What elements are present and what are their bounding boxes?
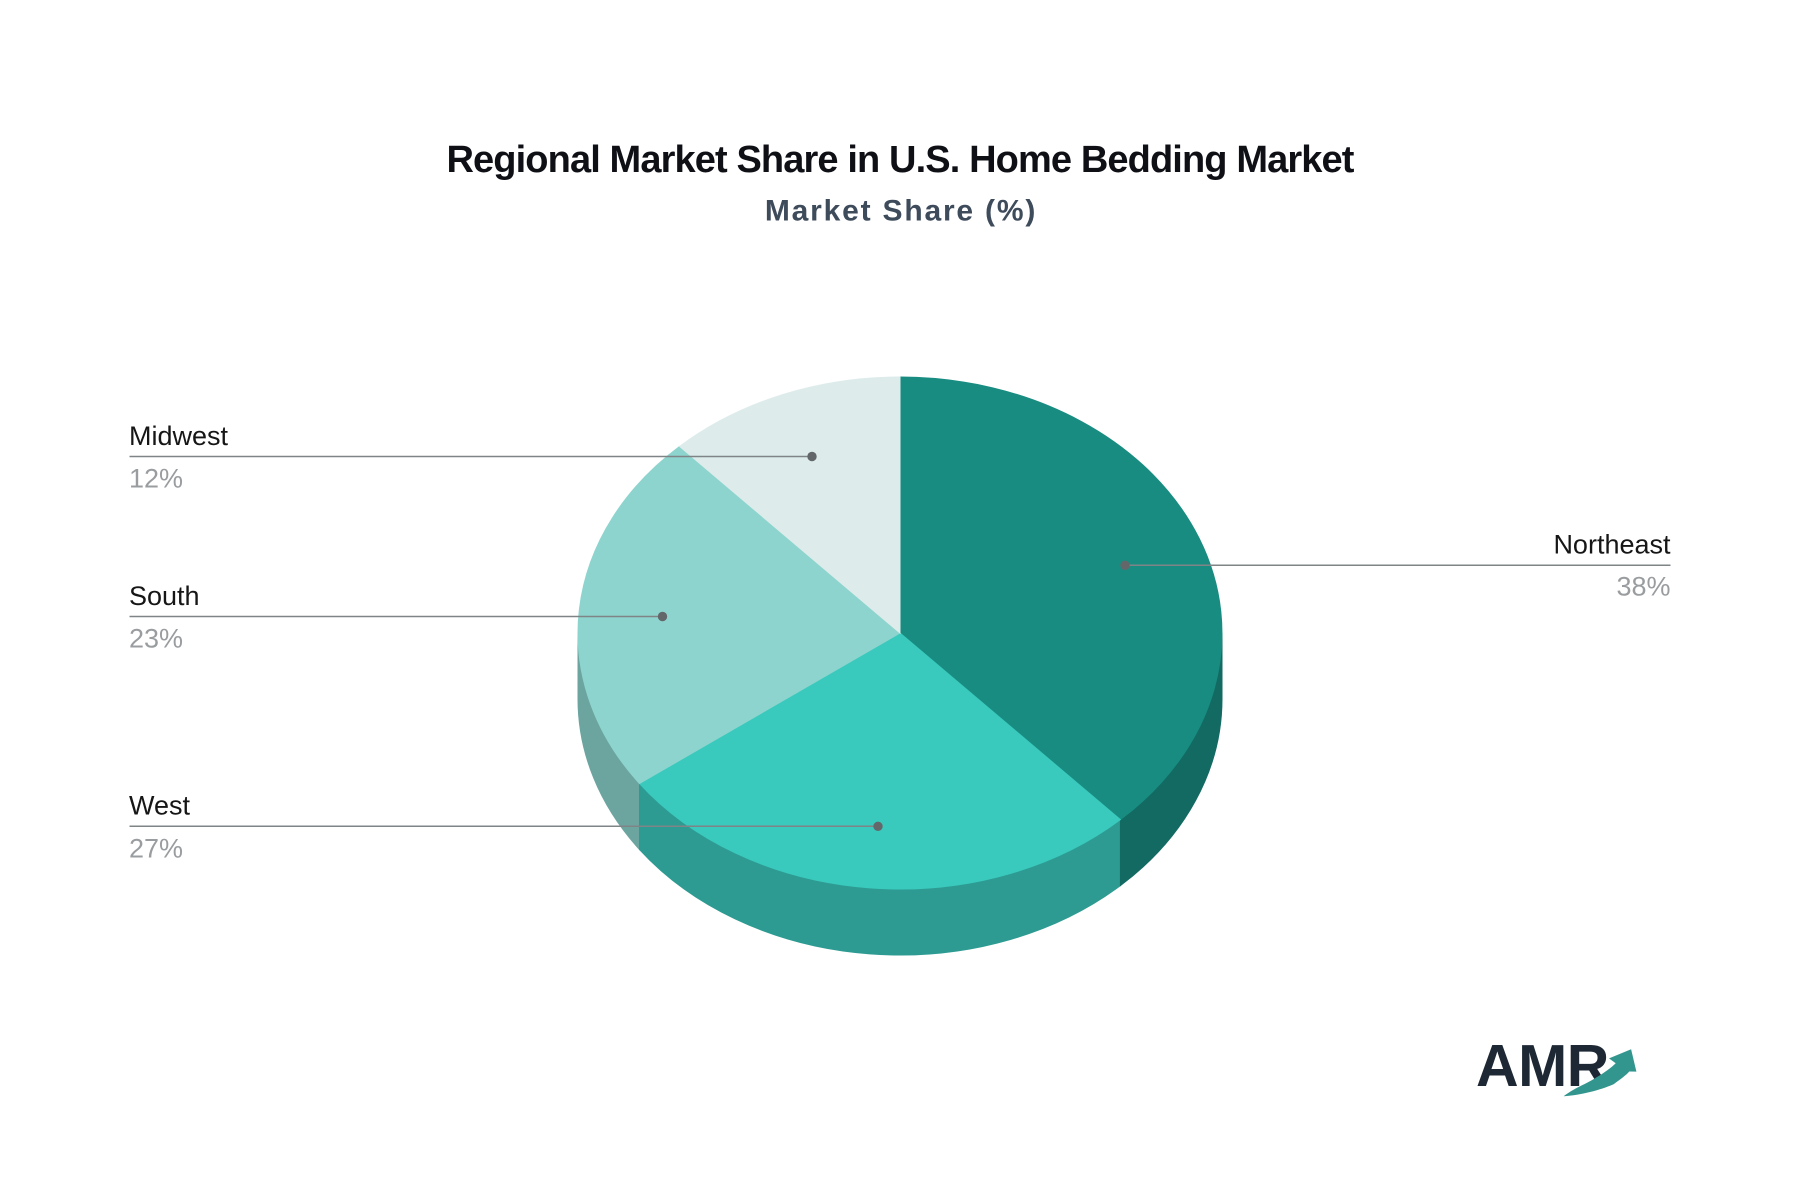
- svg-text:38%: 38%: [1616, 572, 1670, 602]
- svg-text:West: West: [129, 791, 191, 821]
- svg-text:South: South: [129, 581, 200, 611]
- svg-text:Midwest: Midwest: [129, 421, 229, 451]
- svg-text:12%: 12%: [129, 464, 183, 494]
- svg-text:23%: 23%: [129, 624, 183, 654]
- svg-text:Market Share (%): Market Share (%): [765, 195, 1037, 228]
- svg-text:27%: 27%: [129, 833, 183, 863]
- svg-text:Regional Market Share in U.S.: Regional Market Share in U.S. Home Beddi…: [446, 139, 1354, 181]
- svg-text:Northeast: Northeast: [1553, 530, 1671, 560]
